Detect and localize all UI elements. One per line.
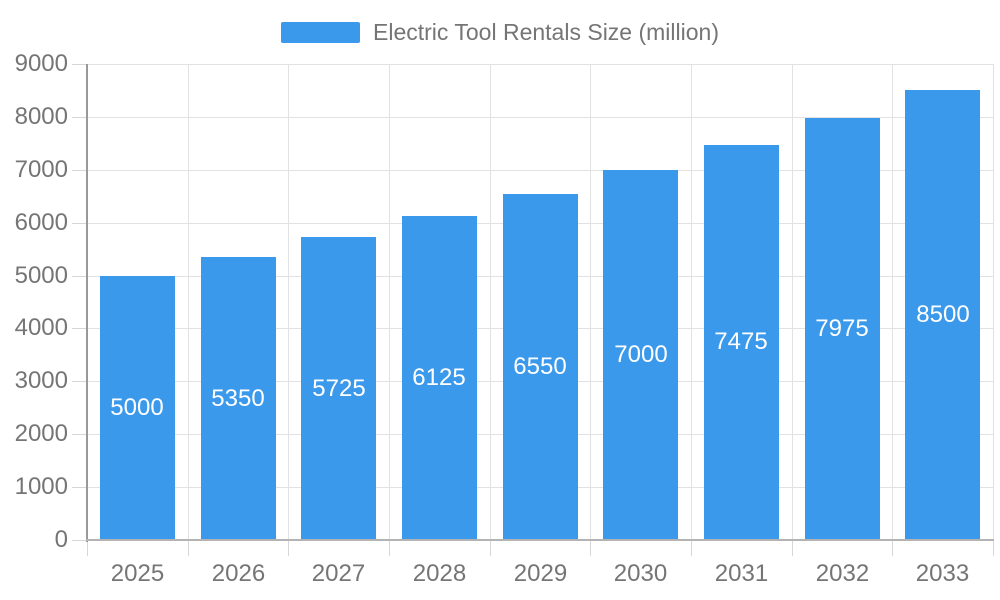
y-tick xyxy=(72,64,87,65)
x-axis-label: 2029 xyxy=(513,560,568,587)
y-tick xyxy=(72,117,87,118)
x-axis-label: 2025 xyxy=(110,560,165,587)
h-gridline xyxy=(87,117,993,118)
bar-value-label: 5000 xyxy=(110,394,164,421)
y-axis-label: 1000 xyxy=(14,473,68,500)
legend-swatch-icon xyxy=(281,21,361,43)
bar-value-label: 6125 xyxy=(412,364,466,391)
v-gridline xyxy=(792,64,793,540)
y-axis-line xyxy=(86,64,88,542)
legend-label: Electric Tool Rentals Size (million) xyxy=(373,19,719,45)
bar xyxy=(201,257,276,540)
x-tick xyxy=(892,541,893,556)
y-axis-label: 9000 xyxy=(14,50,68,77)
x-axis-label: 2031 xyxy=(714,560,769,587)
x-axis-label: 2033 xyxy=(915,560,970,587)
bar xyxy=(402,216,477,540)
x-tick xyxy=(691,541,692,556)
bar xyxy=(704,145,779,540)
bar-value-label: 7475 xyxy=(714,328,768,355)
x-axis-line xyxy=(86,539,994,541)
v-gridline xyxy=(590,64,591,540)
y-axis-label: 7000 xyxy=(14,156,68,183)
y-axis-label: 0 xyxy=(54,526,68,553)
y-axis-label: 4000 xyxy=(14,314,68,341)
bar-value-label: 5350 xyxy=(211,385,265,412)
y-axis-label: 6000 xyxy=(14,209,68,236)
v-gridline xyxy=(288,64,289,540)
y-axis-label: 3000 xyxy=(14,367,68,394)
v-gridline xyxy=(389,64,390,540)
x-tick xyxy=(87,541,88,556)
x-axis-label: 2030 xyxy=(613,560,668,587)
y-tick xyxy=(72,487,87,488)
v-gridline xyxy=(993,64,994,540)
x-tick xyxy=(993,541,994,556)
y-axis-label: 8000 xyxy=(14,103,68,130)
x-tick xyxy=(288,541,289,556)
bar-value-label: 7975 xyxy=(815,315,869,342)
bar xyxy=(503,194,578,540)
y-tick xyxy=(72,170,87,171)
bar-value-label: 7000 xyxy=(614,341,668,368)
x-tick xyxy=(188,541,189,556)
x-axis-label: 2027 xyxy=(311,560,366,587)
x-axis-label: 2032 xyxy=(815,560,870,587)
bar xyxy=(905,90,980,540)
y-tick xyxy=(72,276,87,277)
x-axis-label: 2028 xyxy=(412,560,467,587)
y-tick xyxy=(72,540,87,541)
y-axis-label: 5000 xyxy=(14,262,68,289)
legend[interactable]: Electric Tool Rentals Size (million) xyxy=(0,18,1000,46)
y-axis-label: 2000 xyxy=(14,420,68,447)
x-tick xyxy=(792,541,793,556)
x-tick xyxy=(590,541,591,556)
bar xyxy=(100,276,175,540)
bar xyxy=(301,237,376,540)
bar xyxy=(805,118,880,540)
bar-value-label: 6550 xyxy=(513,353,567,380)
bar-value-label: 5725 xyxy=(312,375,366,402)
y-tick xyxy=(72,328,87,329)
h-gridline xyxy=(87,170,993,171)
v-gridline xyxy=(188,64,189,540)
h-gridline xyxy=(87,64,993,65)
y-tick xyxy=(72,223,87,224)
bar-value-label: 8500 xyxy=(916,301,970,328)
y-tick xyxy=(72,381,87,382)
v-gridline xyxy=(691,64,692,540)
y-tick xyxy=(72,434,87,435)
x-axis-label: 2026 xyxy=(211,560,266,587)
x-tick xyxy=(389,541,390,556)
bar xyxy=(603,170,678,540)
v-gridline xyxy=(892,64,893,540)
v-gridline xyxy=(490,64,491,540)
x-tick xyxy=(490,541,491,556)
